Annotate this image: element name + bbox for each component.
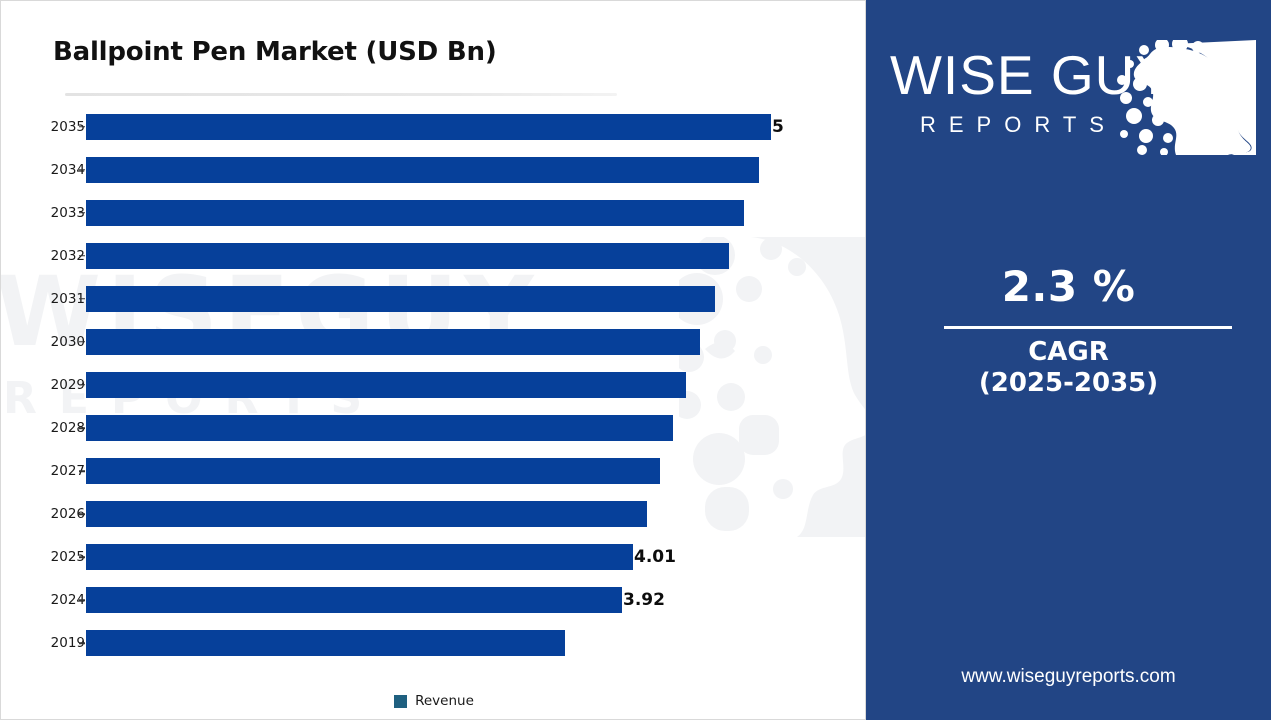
y-axis-tick-label: 2030 — [50, 333, 85, 350]
chart-row: 2028 — [1, 407, 865, 450]
chart-row: 2030 — [1, 320, 865, 363]
chart-row: 2019 — [1, 622, 865, 665]
y-axis-tick-label: 2035 — [50, 118, 85, 135]
y-axis-tick-mark — [79, 125, 85, 128]
y-axis-tick-mark — [79, 384, 85, 386]
cagr-divider — [944, 326, 1232, 329]
y-axis-tick-label: 2034 — [50, 161, 85, 178]
y-axis-tick-mark — [79, 470, 85, 472]
y-axis-tick-label: 2027 — [50, 463, 85, 480]
y-axis-tick-mark — [79, 513, 85, 515]
chart-row: 2029 — [1, 363, 865, 406]
y-axis-tick-label: 2025 — [50, 549, 85, 566]
bar-revenue[interactable] — [86, 371, 686, 398]
logo-head-icon — [1117, 40, 1256, 155]
y-axis-tick-mark — [79, 427, 85, 429]
chart-row: 2033 — [1, 191, 865, 234]
chart-row: 2026 — [1, 493, 865, 536]
logo-subtitle: REPORTS — [920, 112, 1117, 137]
y-axis-tick-label: 2019 — [50, 635, 85, 652]
y-axis-tick-label: 2028 — [50, 420, 85, 437]
cagr-label: CAGR — [1028, 337, 1109, 367]
bar-revenue[interactable] — [86, 544, 633, 571]
y-axis-tick-mark — [79, 642, 85, 645]
legend-swatch-revenue — [394, 694, 408, 708]
bar-revenue[interactable] — [86, 113, 771, 140]
bar-revenue[interactable] — [86, 285, 715, 312]
chart-row: 2032 — [1, 234, 865, 277]
bar-value-label: 4.01 — [634, 547, 676, 568]
bar-revenue[interactable] — [86, 415, 673, 442]
bar-revenue[interactable] — [86, 501, 647, 528]
y-axis-tick-mark — [79, 599, 85, 602]
title-divider — [65, 93, 617, 96]
bar-revenue[interactable] — [86, 458, 660, 485]
y-axis-tick-label: 2024 — [50, 592, 85, 609]
y-axis-tick-label: 2031 — [50, 290, 85, 307]
brand-logo: WISE GUY REPORTS — [884, 40, 1256, 155]
chart-row: 2034 — [1, 148, 865, 191]
bar-revenue[interactable] — [86, 630, 565, 657]
chart-row: 2035 5 — [1, 105, 865, 148]
page-title: Ballpoint Pen Market (USD Bn) — [53, 37, 497, 67]
bar-revenue[interactable] — [86, 328, 700, 355]
y-axis-tick-label: 2029 — [50, 376, 85, 393]
chart-legend: Revenue — [1, 693, 865, 709]
y-axis-tick-mark — [79, 341, 85, 343]
y-axis-tick-label: 2032 — [50, 247, 85, 264]
chart-row: 2024 3.92 — [1, 579, 865, 622]
y-axis-tick-mark — [79, 168, 85, 171]
bar-value-label: 3.92 — [623, 590, 665, 611]
y-axis-tick-mark — [79, 255, 85, 257]
y-axis-tick-mark — [79, 298, 85, 300]
y-axis-tick-label: 2026 — [50, 506, 85, 523]
chart-panel: WISEGUY REPORTS Ballpoint Pen Market (US… — [0, 0, 866, 720]
chart-row: 2027 — [1, 450, 865, 493]
website-url: www.wiseguyreports.com — [961, 666, 1176, 687]
chart-row: 2025 4.01 — [1, 536, 865, 579]
y-axis-tick-label: 2033 — [50, 204, 85, 221]
cagr-period: (2025-2035) — [978, 368, 1159, 398]
legend-label-revenue: Revenue — [415, 693, 474, 709]
bar-revenue[interactable] — [86, 587, 622, 614]
bar-value-label: 5 — [772, 116, 784, 137]
side-panel: WISE GUY REPORTS — [866, 0, 1271, 720]
chart-row: 2031 — [1, 277, 865, 320]
bar-revenue[interactable] — [86, 199, 744, 226]
y-axis-tick-mark — [79, 556, 85, 559]
y-axis-tick-mark — [79, 211, 85, 214]
bar-chart-plot-area: 2035 5 2034 2033 2032 2031 2030 2029 2028 2027 202… — [1, 105, 865, 665]
cagr-value: 2.3 % — [1001, 262, 1136, 311]
bar-revenue[interactable] — [86, 242, 729, 269]
bar-revenue[interactable] — [86, 156, 759, 183]
